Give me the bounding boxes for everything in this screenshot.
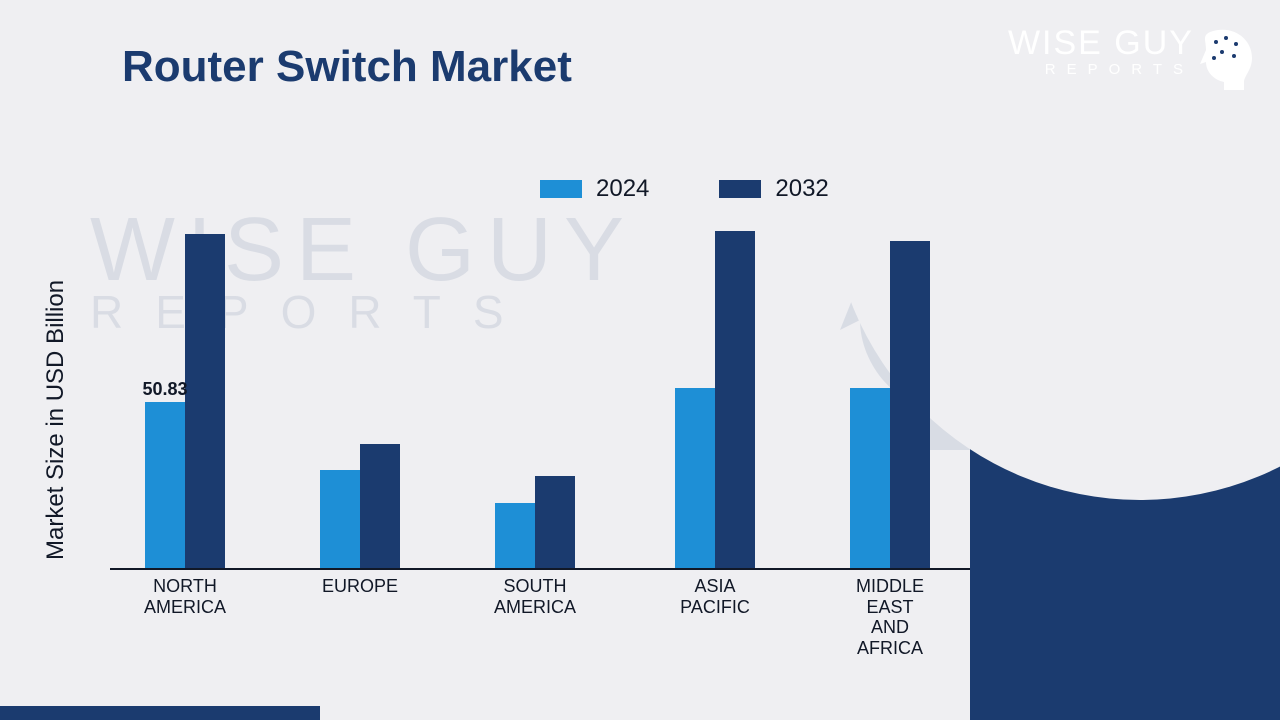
- bar-2032: [535, 476, 575, 568]
- chart-title: Router Switch Market: [122, 42, 572, 92]
- brand-head-icon: [1200, 28, 1254, 90]
- bar-value-label: 50.83: [142, 379, 187, 400]
- legend-item: 2024: [540, 175, 649, 203]
- x-axis-label: SOUTH AMERICA: [494, 576, 576, 617]
- y-axis-label: Market Size in USD Billion: [42, 280, 70, 560]
- brand-logo: WISE GUY REPORTS: [1000, 24, 1250, 78]
- x-axis-line: [110, 568, 970, 570]
- legend-swatch: [719, 180, 761, 198]
- bars-wrap: [815, 241, 965, 568]
- bar-2024: [320, 470, 360, 568]
- page-root: WISE GUY REPORTS WISE GUY REPORTS Router…: [0, 0, 1280, 720]
- bars-wrap: [640, 231, 790, 568]
- bar-2032: [185, 234, 225, 568]
- bar-2032: [715, 231, 755, 568]
- x-axis-label: MIDDLE EAST AND AFRICA: [856, 576, 924, 659]
- legend-item: 2032: [719, 175, 828, 203]
- chart-area: NORTH AMERICA50.83EUROPESOUTH AMERICAASI…: [110, 210, 970, 570]
- bar-2032: [890, 241, 930, 568]
- x-axis-label: ASIA PACIFIC: [680, 576, 750, 617]
- legend-label: 2032: [775, 175, 828, 203]
- bars-wrap: [285, 444, 435, 568]
- bar-2024: [850, 388, 890, 568]
- bottom-accent-bar: [0, 706, 320, 720]
- legend-swatch: [540, 180, 582, 198]
- bar-2024: [495, 503, 535, 568]
- legend-label: 2024: [596, 175, 649, 203]
- bars-wrap: [110, 234, 260, 568]
- bar-2024: [675, 388, 715, 568]
- x-axis-label: EUROPE: [322, 576, 398, 597]
- bar-2032: [360, 444, 400, 568]
- bars-wrap: [460, 476, 610, 568]
- bar-2024: [145, 402, 185, 568]
- chart-legend: 2024 2032: [540, 175, 829, 203]
- x-axis-label: NORTH AMERICA: [144, 576, 226, 617]
